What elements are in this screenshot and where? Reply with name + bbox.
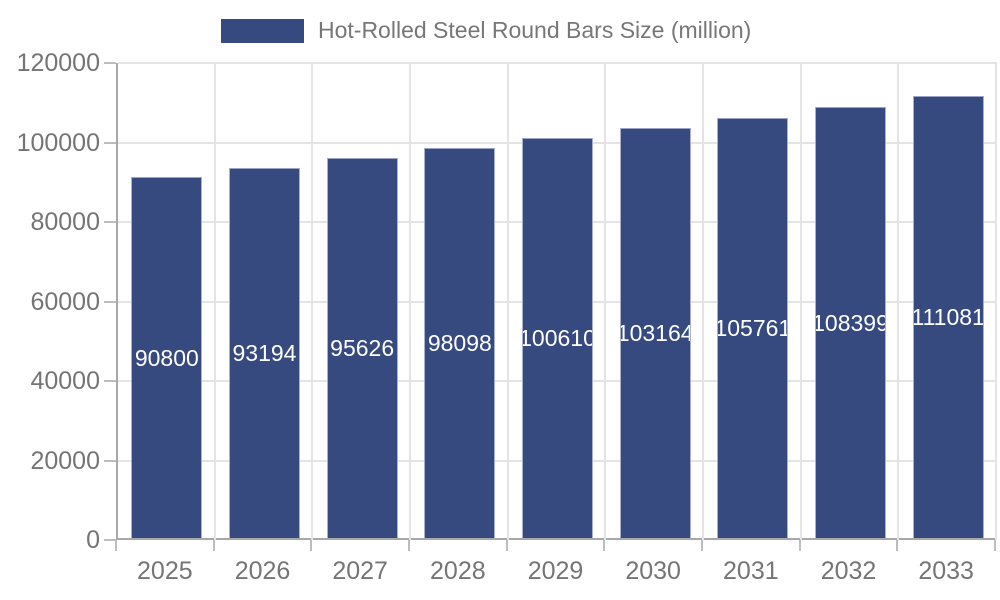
- x-axis-tick: [603, 540, 606, 551]
- gridline-vertical: [213, 63, 216, 540]
- bar[interactable]: 90800: [131, 177, 203, 538]
- x-axis-tick: [896, 540, 899, 551]
- bar[interactable]: 98098: [424, 148, 496, 538]
- x-axis-tick: [994, 540, 996, 551]
- y-axis-tick: [104, 141, 116, 144]
- x-axis-tick: [212, 540, 215, 551]
- bar-value-label: 108399: [815, 309, 886, 336]
- bar-value-label: 90800: [134, 344, 199, 371]
- x-axis-tick: [310, 540, 313, 551]
- x-axis-label: 2028: [430, 557, 486, 585]
- bar[interactable]: 108399: [815, 107, 886, 538]
- x-axis-tick: [505, 540, 508, 551]
- bar-value-label: 105761: [717, 314, 789, 341]
- x-axis-tick: [701, 540, 703, 551]
- bar-value-label: 103164: [619, 319, 691, 346]
- gridline-horizontal: [118, 62, 997, 64]
- x-axis-label: 2033: [918, 557, 974, 585]
- x-axis-label: 2031: [723, 557, 779, 585]
- x-axis-label: 2026: [234, 557, 291, 585]
- gridline-vertical: [799, 63, 802, 540]
- y-axis-tick: [104, 380, 116, 382]
- bar-value-label: 100610: [522, 325, 593, 352]
- plot-area: 90800 93194 95626 98098 100610 103164 105761 10…: [116, 62, 997, 540]
- gridline-vertical: [995, 63, 997, 540]
- x-axis-tick: [798, 540, 801, 551]
- y-axis-label: 20000: [30, 446, 100, 475]
- x-axis-label: 2027: [332, 557, 388, 585]
- legend-swatch: [221, 18, 304, 43]
- gridline-vertical: [409, 63, 411, 540]
- bar-value-label: 111081: [912, 304, 984, 331]
- gridline-vertical: [311, 63, 314, 540]
- bar[interactable]: 93194: [229, 167, 300, 538]
- bar-value-label: 93194: [232, 339, 297, 366]
- gridline-vertical: [506, 63, 509, 540]
- y-axis-label: 80000: [30, 208, 100, 236]
- y-axis-label: 40000: [30, 367, 100, 395]
- bar[interactable]: 105761: [717, 117, 789, 538]
- gridline-vertical: [604, 63, 607, 540]
- x-axis-label: 2032: [820, 557, 877, 585]
- y-axis-tick: [104, 300, 116, 303]
- y-axis-tick: [104, 459, 116, 462]
- legend-label: Hot-Rolled Steel Round Bars Size (millio…: [318, 17, 752, 43]
- y-axis-tick: [104, 62, 116, 64]
- x-axis-tick: [408, 540, 410, 551]
- y-axis-label: 100000: [16, 128, 100, 157]
- y-axis-tick: [104, 539, 116, 541]
- y-axis-label: 120000: [16, 49, 100, 77]
- y-axis-label: 60000: [30, 287, 100, 316]
- x-axis-label: 2029: [527, 557, 584, 585]
- x-axis-label: 2025: [137, 557, 193, 585]
- bar-value-label: 98098: [427, 330, 492, 357]
- x-axis-tick: [115, 540, 117, 551]
- bar[interactable]: 111081: [912, 96, 984, 538]
- y-axis-tick: [104, 221, 116, 223]
- bar[interactable]: 95626: [326, 157, 398, 538]
- bar-value-label: 95626: [330, 334, 395, 361]
- y-axis-label: 0: [86, 526, 100, 554]
- legend-item[interactable]: Hot-Rolled Steel Round Bars Size (millio…: [221, 17, 751, 44]
- bar[interactable]: 103164: [619, 127, 691, 538]
- gridline-vertical: [702, 63, 704, 540]
- gridline-vertical: [897, 63, 900, 540]
- x-axis-label: 2030: [625, 557, 681, 585]
- bar[interactable]: 100610: [522, 138, 593, 538]
